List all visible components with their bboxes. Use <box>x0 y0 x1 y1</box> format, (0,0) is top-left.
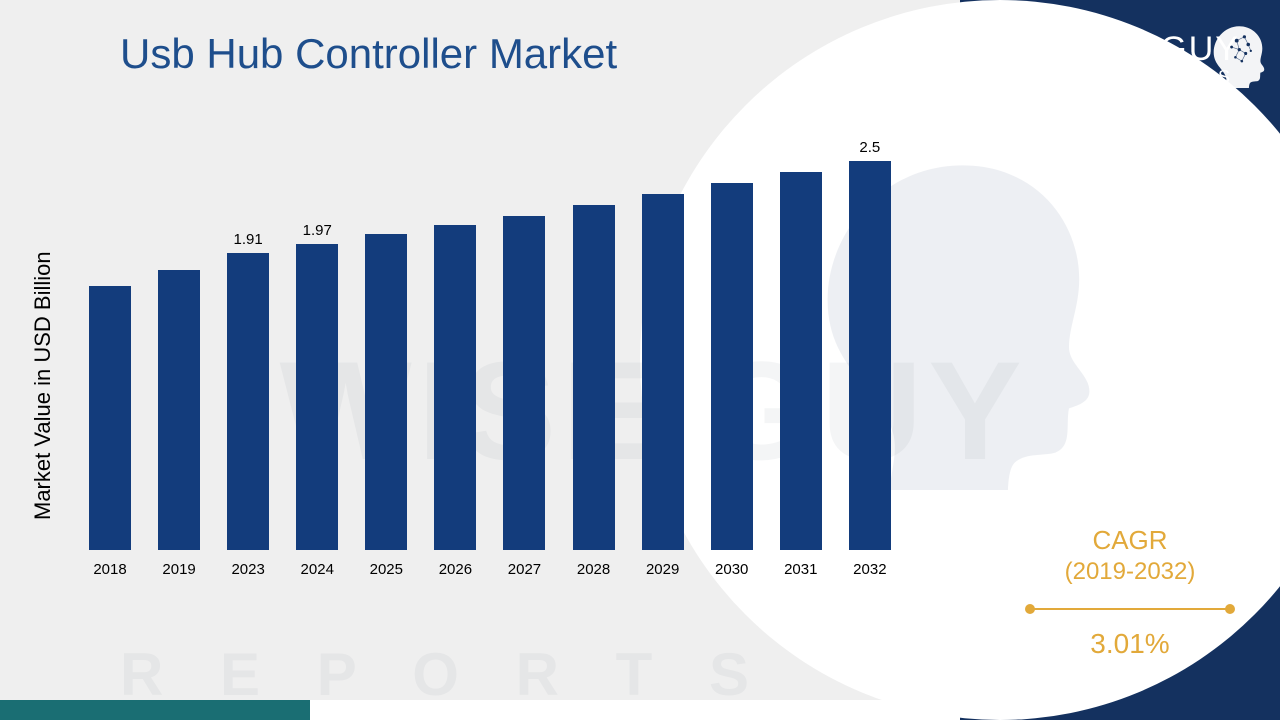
bar-2023: 1.91 <box>218 231 278 550</box>
bar-2026 <box>425 203 485 550</box>
bar-2029 <box>633 172 693 550</box>
bar-2032: 2.5 <box>840 139 900 550</box>
x-tick-label: 2023 <box>218 561 278 578</box>
y-axis-label: Market Value in USD Billion <box>30 251 56 520</box>
bar-rect <box>434 225 476 550</box>
cagr-divider-line <box>1030 608 1230 610</box>
x-tick-label: 2030 <box>702 561 762 578</box>
cagr-value: 3.01% <box>1020 628 1240 660</box>
bar-rect <box>642 194 684 550</box>
bar-rect <box>296 244 338 550</box>
bar-2019 <box>149 248 209 550</box>
bar-2028 <box>564 183 624 550</box>
x-tick-label: 2032 <box>840 561 900 578</box>
bar-rect <box>849 161 891 550</box>
cagr-range: (2019-2032) <box>1020 558 1240 586</box>
bar-value-label: 1.97 <box>303 222 332 240</box>
bar-value-label: 1.91 <box>234 231 263 249</box>
cagr-label: CAGR <box>1020 525 1240 556</box>
bar-2018 <box>80 264 140 550</box>
chart-title: Usb Hub Controller Market <box>120 30 617 78</box>
x-tick-label: 2029 <box>633 561 693 578</box>
x-tick-label: 2024 <box>287 561 347 578</box>
bars-container: 1.91 1.97 2.5 <box>80 130 900 550</box>
bar-rect <box>573 205 615 550</box>
bar-rect <box>503 216 545 550</box>
brand-head-icon <box>1206 24 1270 88</box>
bar-rect <box>227 253 269 550</box>
cagr-block: CAGR (2019-2032) 3.01% <box>1020 525 1240 660</box>
brand-line2: R E P O R T S <box>994 67 1240 88</box>
x-tick-label: 2027 <box>494 561 554 578</box>
bar-chart: 1.911.972.5 2018201920232024202520262027… <box>80 130 900 570</box>
brand-logo: WISE GUY R E P O R T S <box>994 30 1240 88</box>
bar-rect <box>780 172 822 550</box>
x-tick-label: 2031 <box>771 561 831 578</box>
bar-rect <box>89 286 131 550</box>
chart-canvas: WISE GUY R E P O R T S Usb Hub Controlle… <box>0 0 1280 720</box>
bar-2027 <box>494 194 554 550</box>
bar-2030 <box>702 161 762 550</box>
brand-line1: WISE GUY <box>994 30 1240 69</box>
x-tick-label: 2019 <box>149 561 209 578</box>
x-axis: 2018 2019 2023 2024 2025 2026 2027 2028 2029 2030… <box>80 561 900 578</box>
x-tick-label: 2028 <box>564 561 624 578</box>
bar-rect <box>711 183 753 550</box>
bar-rect <box>365 234 407 550</box>
bar-2025 <box>356 212 416 550</box>
footer-accent-bar <box>0 700 310 720</box>
bar-rect <box>158 270 200 550</box>
bar-2024: 1.97 <box>287 222 347 550</box>
x-tick-label: 2026 <box>425 561 485 578</box>
bar-value-label: 2.5 <box>859 139 880 157</box>
bar-2031 <box>771 150 831 550</box>
x-tick-label: 2018 <box>80 561 140 578</box>
x-tick-label: 2025 <box>356 561 416 578</box>
